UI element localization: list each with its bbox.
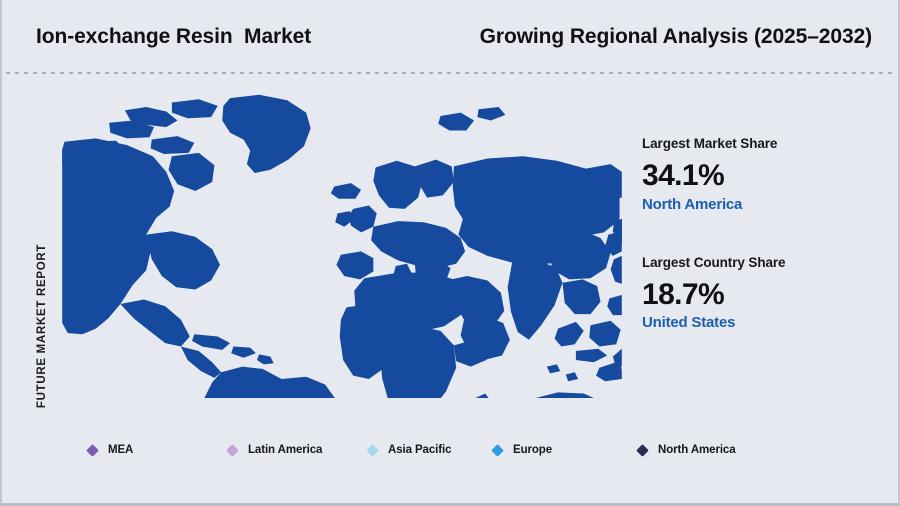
stat-largest-country-share: Largest Country Share 18.7% United State… xyxy=(642,255,882,332)
landmass-philippines xyxy=(607,295,622,316)
legend: MEA Latin America Asia Pacific Europe No… xyxy=(86,443,788,457)
landmass-brazil-bulge xyxy=(281,376,335,398)
landmass-central-america xyxy=(180,346,222,378)
legend-label: Asia Pacific xyxy=(388,444,452,456)
landmass-horn-of-africa xyxy=(453,339,489,367)
legend-label: Latin America xyxy=(248,444,323,456)
landmass-europe-mainland xyxy=(371,221,466,269)
map-landmasses-oceania xyxy=(535,361,622,398)
landmass-scandinavia-2 xyxy=(414,159,454,198)
legend-item-latin-america[interactable]: Latin America xyxy=(226,443,368,457)
landmass-india xyxy=(507,260,563,340)
landmass-north-america xyxy=(62,138,175,335)
map-landmasses xyxy=(62,94,622,398)
header: Ion-exchange Resin Market Growing Region… xyxy=(2,0,898,73)
map-landmasses-east xyxy=(612,218,622,243)
legend-item-asia-pacific[interactable]: Asia Pacific xyxy=(366,443,493,457)
landmass-iceland xyxy=(330,183,362,199)
landmass-antilles xyxy=(256,354,274,365)
landmass-java xyxy=(575,348,608,363)
landmass-svalbard xyxy=(438,112,475,131)
stat-largest-market-share: Largest Market Share 34.1% North America xyxy=(642,136,882,213)
landmass-siberia-east xyxy=(585,164,622,200)
stats-panel: Largest Market Share 34.1% North America… xyxy=(642,136,882,331)
landmass-south-america xyxy=(204,366,294,398)
stat-value: 34.1% xyxy=(642,159,725,192)
landmass-china xyxy=(547,226,611,280)
landmass-japan-east xyxy=(612,218,622,243)
watermark-label: FUTURE MARKET REPORT xyxy=(36,243,49,409)
stat-region: United States xyxy=(642,314,736,331)
landmass-scandinavia xyxy=(373,160,423,209)
landmass-pacific-islets-2 xyxy=(565,372,579,382)
diamond-marker-icon xyxy=(366,443,379,457)
legend-item-europe[interactable]: Europe xyxy=(491,443,638,457)
landmass-arctic-islands-2 xyxy=(171,99,218,119)
stat-region: North America xyxy=(642,195,743,213)
landmass-madagascar xyxy=(475,393,489,398)
landmass-arctic-islands-3 xyxy=(109,120,154,139)
landmass-british-isles xyxy=(348,205,377,233)
legend-label: MEA xyxy=(108,444,134,456)
landmass-borneo xyxy=(589,320,621,347)
landmass-svalbard-2 xyxy=(477,107,506,121)
stat-value: 18.7% xyxy=(642,277,725,311)
diamond-marker-icon xyxy=(86,443,99,457)
page-subtitle: Growing Regional Analysis (2025–2032) xyxy=(479,24,872,48)
landmass-arctic-islands-4 xyxy=(150,136,195,155)
header-divider xyxy=(6,72,894,74)
page-title: Ion-exchange Resin Market xyxy=(36,24,312,48)
landmass-greenland xyxy=(222,94,311,174)
diamond-marker-icon xyxy=(636,443,649,457)
landmass-sea-mainland xyxy=(562,279,601,315)
legend-label: North America xyxy=(658,444,736,456)
landmass-alaska-ext xyxy=(62,146,99,170)
diamond-marker-icon xyxy=(226,443,239,457)
landmass-mexico xyxy=(120,299,190,347)
world-map xyxy=(62,88,622,398)
legend-label: Europe xyxy=(513,444,553,456)
legend-item-north-america[interactable]: North America xyxy=(636,443,736,457)
landmass-baffin xyxy=(168,152,215,191)
stat-label: Largest Market Share xyxy=(642,136,778,151)
landmass-africa-central xyxy=(380,325,457,398)
stat-label: Largest Country Share xyxy=(642,254,786,270)
landmass-png xyxy=(596,361,622,382)
landmass-cuba xyxy=(192,334,231,350)
landmass-hispaniola xyxy=(231,346,256,358)
landmass-ireland xyxy=(335,211,354,227)
watermark: FUTURE MARKET REPORT xyxy=(32,234,52,418)
landmass-sumatra xyxy=(554,321,584,347)
landmass-japan xyxy=(610,255,622,284)
landmass-iberia xyxy=(336,251,374,280)
landmass-russia xyxy=(452,156,620,237)
legend-item-mea[interactable]: MEA xyxy=(86,443,228,457)
diamond-marker-icon xyxy=(491,443,504,457)
landmass-usa-east xyxy=(146,231,221,290)
landmass-pacific-islets xyxy=(546,364,561,374)
world-map-svg xyxy=(62,94,622,398)
landmass-australia xyxy=(535,392,594,398)
